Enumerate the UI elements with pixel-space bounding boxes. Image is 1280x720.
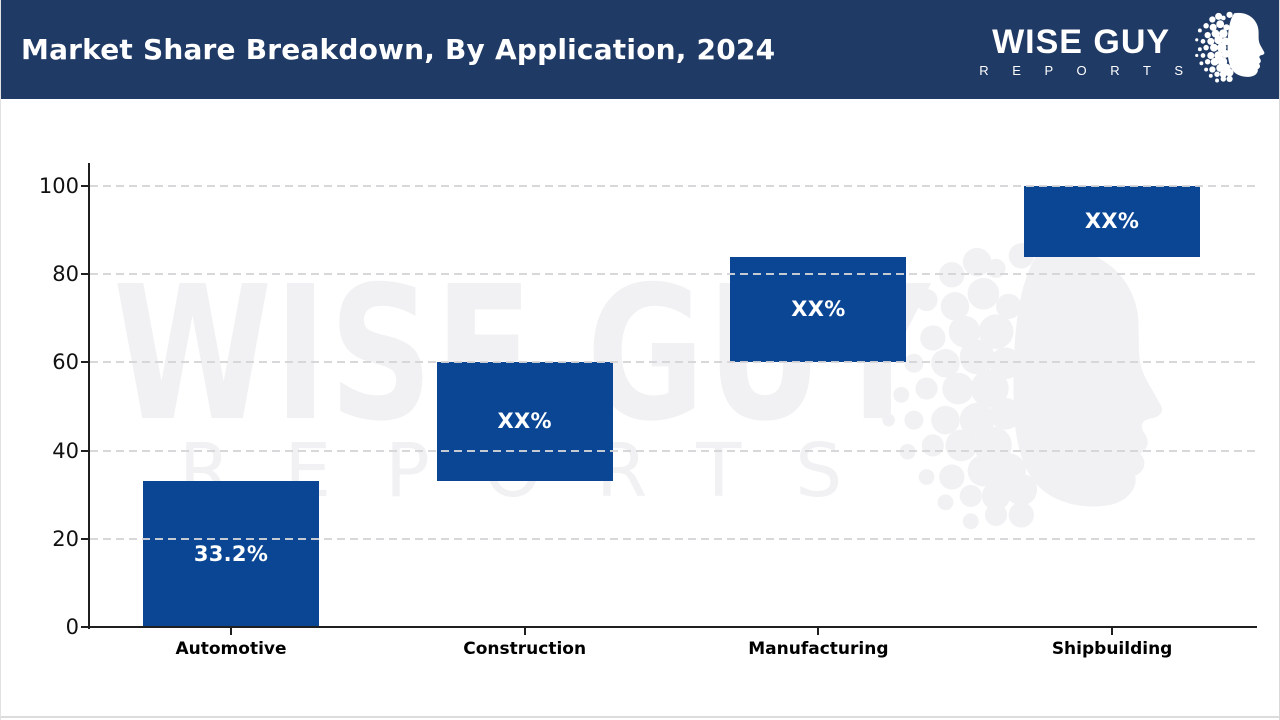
y-tick-label: 40 bbox=[52, 438, 79, 463]
y-tick-label: 20 bbox=[52, 526, 79, 551]
gridline bbox=[90, 273, 1257, 276]
x-axis-spine bbox=[88, 626, 1257, 628]
page-title: Market Share Breakdown, By Application, … bbox=[21, 33, 776, 66]
logo-face-dots-icon bbox=[1195, 11, 1265, 83]
brand-wordmark: WISE GUY R E P O R T S bbox=[969, 23, 1193, 78]
y-tick-label: 0 bbox=[65, 615, 79, 639]
x-axis-label-construction: Construction bbox=[463, 639, 587, 659]
bar-value-label: 33.2% bbox=[193, 541, 269, 566]
reports-wordmark: R E P O R T S bbox=[979, 62, 1193, 78]
bar-value-label: XX% bbox=[791, 297, 846, 322]
x-tick-mark bbox=[523, 628, 526, 635]
wise-guy-wordmark: WISE GUY bbox=[992, 22, 1171, 61]
bottom-border-line bbox=[1, 716, 1279, 718]
gridline bbox=[90, 537, 1257, 540]
x-axis-label-manufacturing: Manufacturing bbox=[748, 639, 889, 659]
y-tick-label: 80 bbox=[52, 262, 79, 287]
gridline bbox=[90, 361, 1257, 364]
y-tick-mark bbox=[81, 449, 88, 452]
bar-value-label: XX% bbox=[497, 409, 552, 434]
bar-automotive: 33.2% bbox=[143, 480, 319, 627]
bar-construction: XX% bbox=[436, 362, 613, 481]
bar-shipbuilding: XX% bbox=[1024, 186, 1201, 257]
y-tick-mark bbox=[81, 537, 88, 540]
x-axis-label-automotive: Automotive bbox=[175, 639, 287, 659]
y-tick-label: 60 bbox=[52, 350, 79, 375]
x-tick-mark bbox=[1111, 628, 1114, 635]
brand-logo: WISE GUY R E P O R T S bbox=[969, 6, 1269, 94]
y-axis-spine bbox=[88, 163, 90, 629]
y-tick-mark bbox=[81, 185, 88, 187]
y-tick-label: 100 bbox=[38, 174, 79, 198]
gridline bbox=[90, 449, 1257, 452]
gridline bbox=[90, 185, 1257, 187]
x-axis-label-shipbuilding: Shipbuilding bbox=[1051, 639, 1173, 659]
x-tick-mark bbox=[817, 628, 820, 635]
x-tick-mark bbox=[230, 628, 232, 635]
header-bar: Market Share Breakdown, By Application, … bbox=[1, 0, 1279, 99]
y-tick-mark bbox=[81, 273, 88, 276]
y-tick-mark bbox=[81, 361, 88, 364]
y-tick-mark bbox=[81, 626, 88, 628]
bar-value-label: XX% bbox=[1084, 209, 1140, 234]
